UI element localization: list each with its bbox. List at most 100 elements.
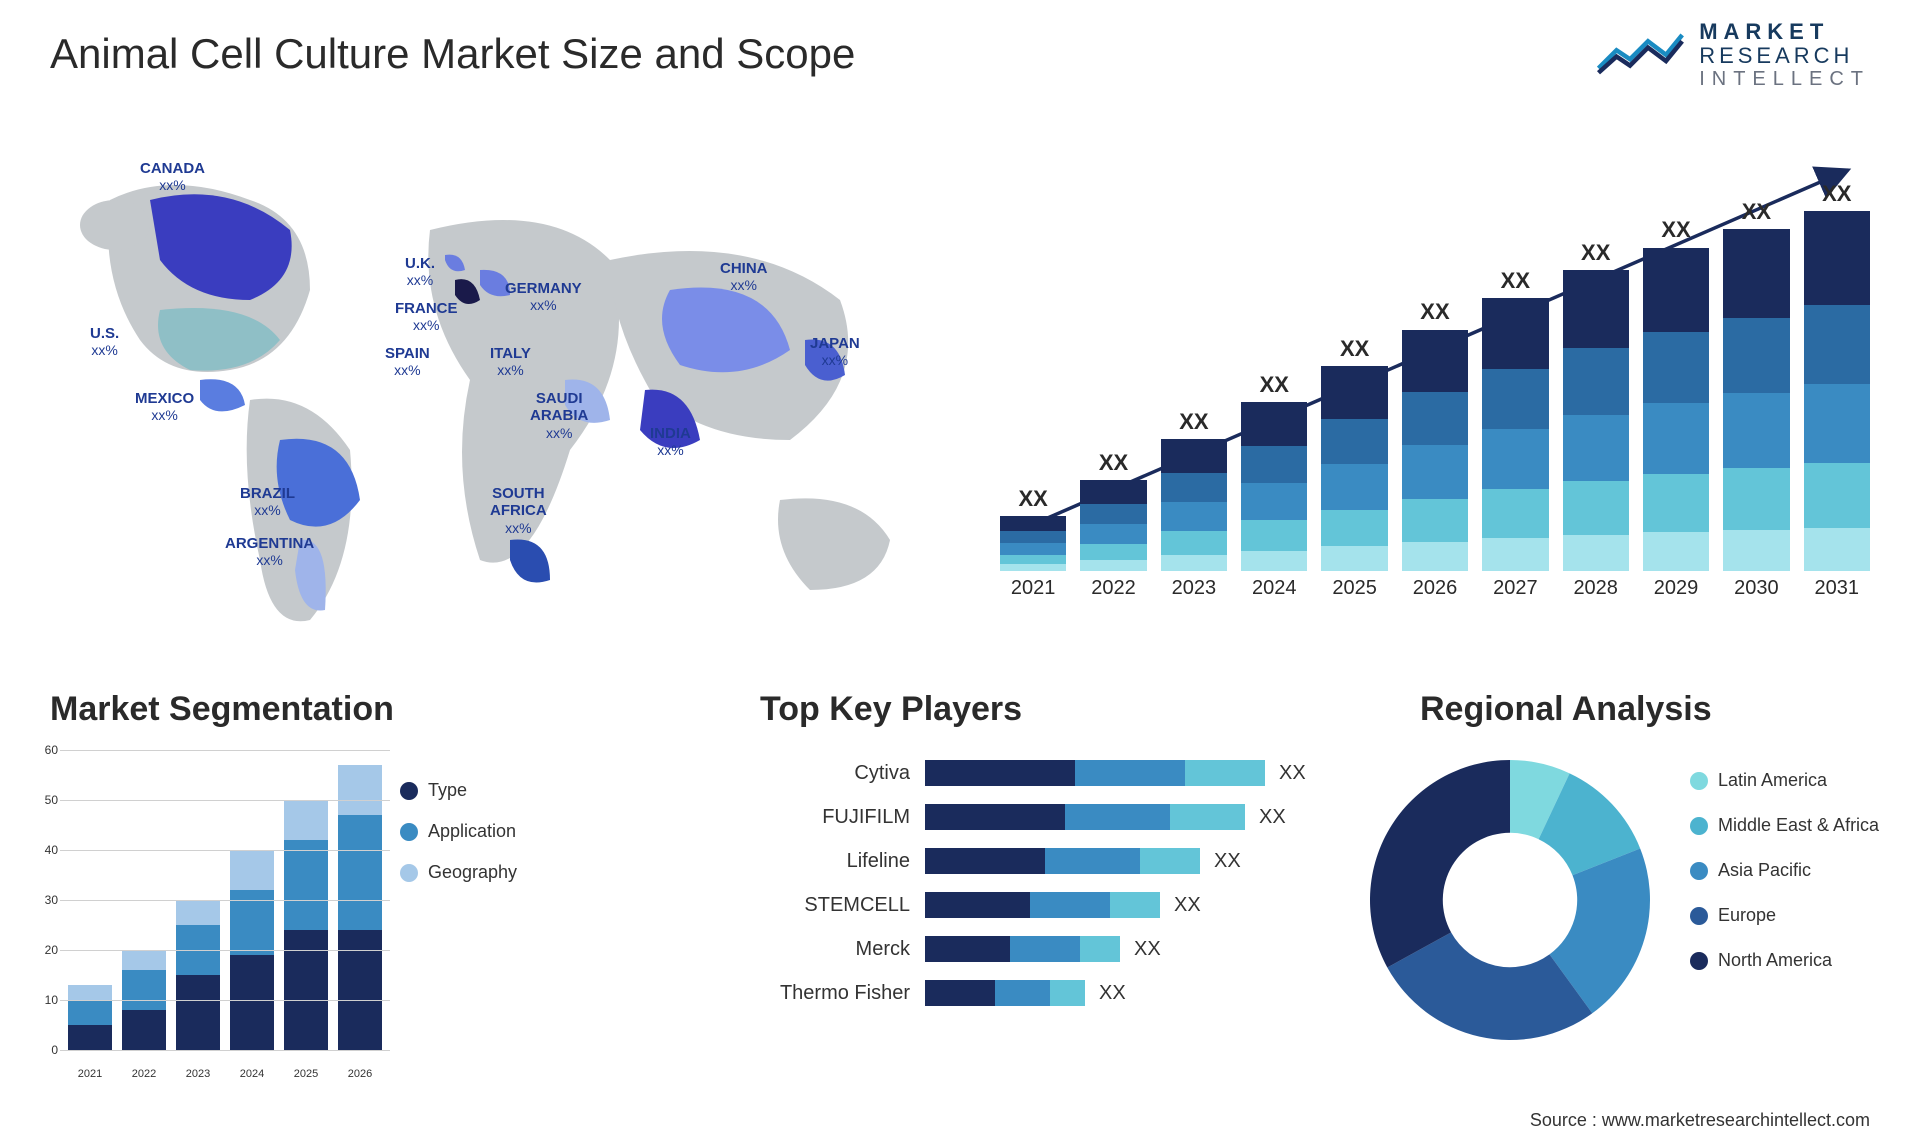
map-label-france: FRANCExx% xyxy=(395,300,458,333)
players-chart: CytivaXXFUJIFILMXXLifelineXXSTEMCELLXXMe… xyxy=(760,760,1320,1024)
growth-bar-value: XX xyxy=(1581,240,1610,266)
growth-bar-2026: XX 2026 xyxy=(1402,299,1468,600)
page-title: Animal Cell Culture Market Size and Scop… xyxy=(50,30,855,78)
growth-bar-value: XX xyxy=(1340,336,1369,362)
seg-xlabel: 2024 xyxy=(230,1068,274,1080)
growth-bar-2021: XX 2021 xyxy=(1000,486,1066,600)
growth-year-label: 2030 xyxy=(1734,577,1779,600)
source-text: Source : www.marketresearchintellect.com xyxy=(1530,1110,1870,1131)
brand-logo-icon xyxy=(1594,25,1684,85)
map-label-germany: GERMANYxx% xyxy=(505,280,582,313)
growth-bar-2031: XX 2031 xyxy=(1804,181,1870,600)
segmentation-title: Market Segmentation xyxy=(50,690,394,729)
regional-legend-item: Latin America xyxy=(1690,770,1879,791)
map-label-u-s-: U.S.xx% xyxy=(90,325,119,358)
brand-logo-text-2: RESEARCH xyxy=(1699,44,1870,68)
growth-year-label: 2031 xyxy=(1815,577,1860,600)
seg-legend-item: Geography xyxy=(400,862,517,883)
growth-bar-2027: XX 2027 xyxy=(1482,268,1548,600)
seg-xlabel: 2025 xyxy=(284,1068,328,1080)
growth-bar-2023: XX 2023 xyxy=(1161,409,1227,600)
growth-bar-2029: XX 2029 xyxy=(1643,217,1709,600)
segmentation-legend: TypeApplicationGeography xyxy=(400,780,517,883)
growth-year-label: 2021 xyxy=(1011,577,1056,600)
map-label-mexico: MEXICOxx% xyxy=(135,390,194,423)
regional-legend-item: Europe xyxy=(1690,905,1879,926)
seg-ytick: 60 xyxy=(45,743,58,757)
growth-bar-2022: XX 2022 xyxy=(1080,450,1146,600)
map-label-canada: CANADAxx% xyxy=(140,160,205,193)
seg-ytick: 10 xyxy=(45,993,58,1007)
donut-slice xyxy=(1370,760,1510,967)
growth-year-label: 2025 xyxy=(1332,577,1377,600)
player-name: Thermo Fisher xyxy=(760,982,925,1005)
player-row: Cytiva XX xyxy=(760,760,1320,786)
seg-ytick: 30 xyxy=(45,893,58,907)
map-label-south-africa: SOUTHAFRICAxx% xyxy=(490,485,547,536)
growth-bar-value: XX xyxy=(1260,372,1289,398)
growth-bar-value: XX xyxy=(1822,181,1851,207)
growth-bar-2025: XX 2025 xyxy=(1321,336,1387,600)
map-label-u-k-: U.K.xx% xyxy=(405,255,435,288)
player-name: Cytiva xyxy=(760,762,925,785)
regional-donut xyxy=(1360,750,1660,1050)
growth-bar-value: XX xyxy=(1742,199,1771,225)
map-label-argentina: ARGENTINAxx% xyxy=(225,535,314,568)
seg-xlabel: 2026 xyxy=(338,1068,382,1080)
regional-title: Regional Analysis xyxy=(1420,690,1712,729)
brand-logo: MARKET RESEARCH INTELLECT xyxy=(1594,20,1870,90)
growth-bar-value: XX xyxy=(1179,409,1208,435)
growth-year-label: 2026 xyxy=(1413,577,1458,600)
growth-bar-value: XX xyxy=(1501,268,1530,294)
growth-year-label: 2027 xyxy=(1493,577,1538,600)
brand-logo-text-3: INTELLECT xyxy=(1699,68,1870,90)
growth-bar-value: XX xyxy=(1099,450,1128,476)
player-name: STEMCELL xyxy=(760,894,925,917)
player-row: Thermo Fisher XX xyxy=(760,980,1320,1006)
player-value: XX xyxy=(1099,982,1126,1005)
map-label-spain: SPAINxx% xyxy=(385,345,430,378)
regional-legend-item: Asia Pacific xyxy=(1690,860,1879,881)
growth-year-label: 2024 xyxy=(1252,577,1297,600)
map-label-brazil: BRAZILxx% xyxy=(240,485,295,518)
players-title: Top Key Players xyxy=(760,690,1022,729)
seg-ytick: 40 xyxy=(45,843,58,857)
player-row: STEMCELL XX xyxy=(760,892,1320,918)
growth-year-label: 2022 xyxy=(1091,577,1136,600)
world-map: CANADAxx% U.S.xx% MEXICOxx% BRAZILxx% ARGENT… xyxy=(50,140,950,640)
player-value: XX xyxy=(1214,850,1241,873)
map-label-italy: ITALYxx% xyxy=(490,345,531,378)
regional-legend-item: North America xyxy=(1690,950,1879,971)
growth-bar-2028: XX 2028 xyxy=(1563,240,1629,600)
seg-xlabel: 2021 xyxy=(68,1068,112,1080)
seg-legend-item: Application xyxy=(400,821,517,842)
growth-year-label: 2023 xyxy=(1172,577,1217,600)
seg-xlabel: 2022 xyxy=(122,1068,166,1080)
growth-bar-value: XX xyxy=(1420,299,1449,325)
player-row: FUJIFILM XX xyxy=(760,804,1320,830)
map-label-india: INDIAxx% xyxy=(650,425,691,458)
player-row: Merck XX xyxy=(760,936,1320,962)
seg-xlabel: 2023 xyxy=(176,1068,220,1080)
growth-bar-2024: XX 2024 xyxy=(1241,372,1307,600)
player-value: XX xyxy=(1174,894,1201,917)
player-value: XX xyxy=(1279,762,1306,785)
growth-bar-value: XX xyxy=(1661,217,1690,243)
player-value: XX xyxy=(1134,938,1161,961)
player-value: XX xyxy=(1259,806,1286,829)
map-label-china: CHINAxx% xyxy=(720,260,768,293)
growth-year-label: 2029 xyxy=(1654,577,1699,600)
growth-bar-2030: XX 2030 xyxy=(1723,199,1789,600)
growth-year-label: 2028 xyxy=(1573,577,1618,600)
segmentation-chart: 0102030405060 202120222023202420252026 xyxy=(30,750,390,1080)
growth-chart: XX 2021 XX 2022 XX 2023 XX 2024 XX 2025 XX 2026 XX 20… xyxy=(1000,150,1870,630)
map-label-japan: JAPANxx% xyxy=(810,335,860,368)
player-name: Lifeline xyxy=(760,850,925,873)
regional-legend-item: Middle East & Africa xyxy=(1690,815,1879,836)
map-label-saudi-arabia: SAUDIARABIAxx% xyxy=(530,390,588,441)
player-name: FUJIFILM xyxy=(760,806,925,829)
player-name: Merck xyxy=(760,938,925,961)
regional-legend: Latin America Middle East & Africa Asia Pa… xyxy=(1690,770,1879,971)
brand-logo-text-1: MARKET xyxy=(1699,20,1870,44)
growth-bar-value: XX xyxy=(1019,486,1048,512)
